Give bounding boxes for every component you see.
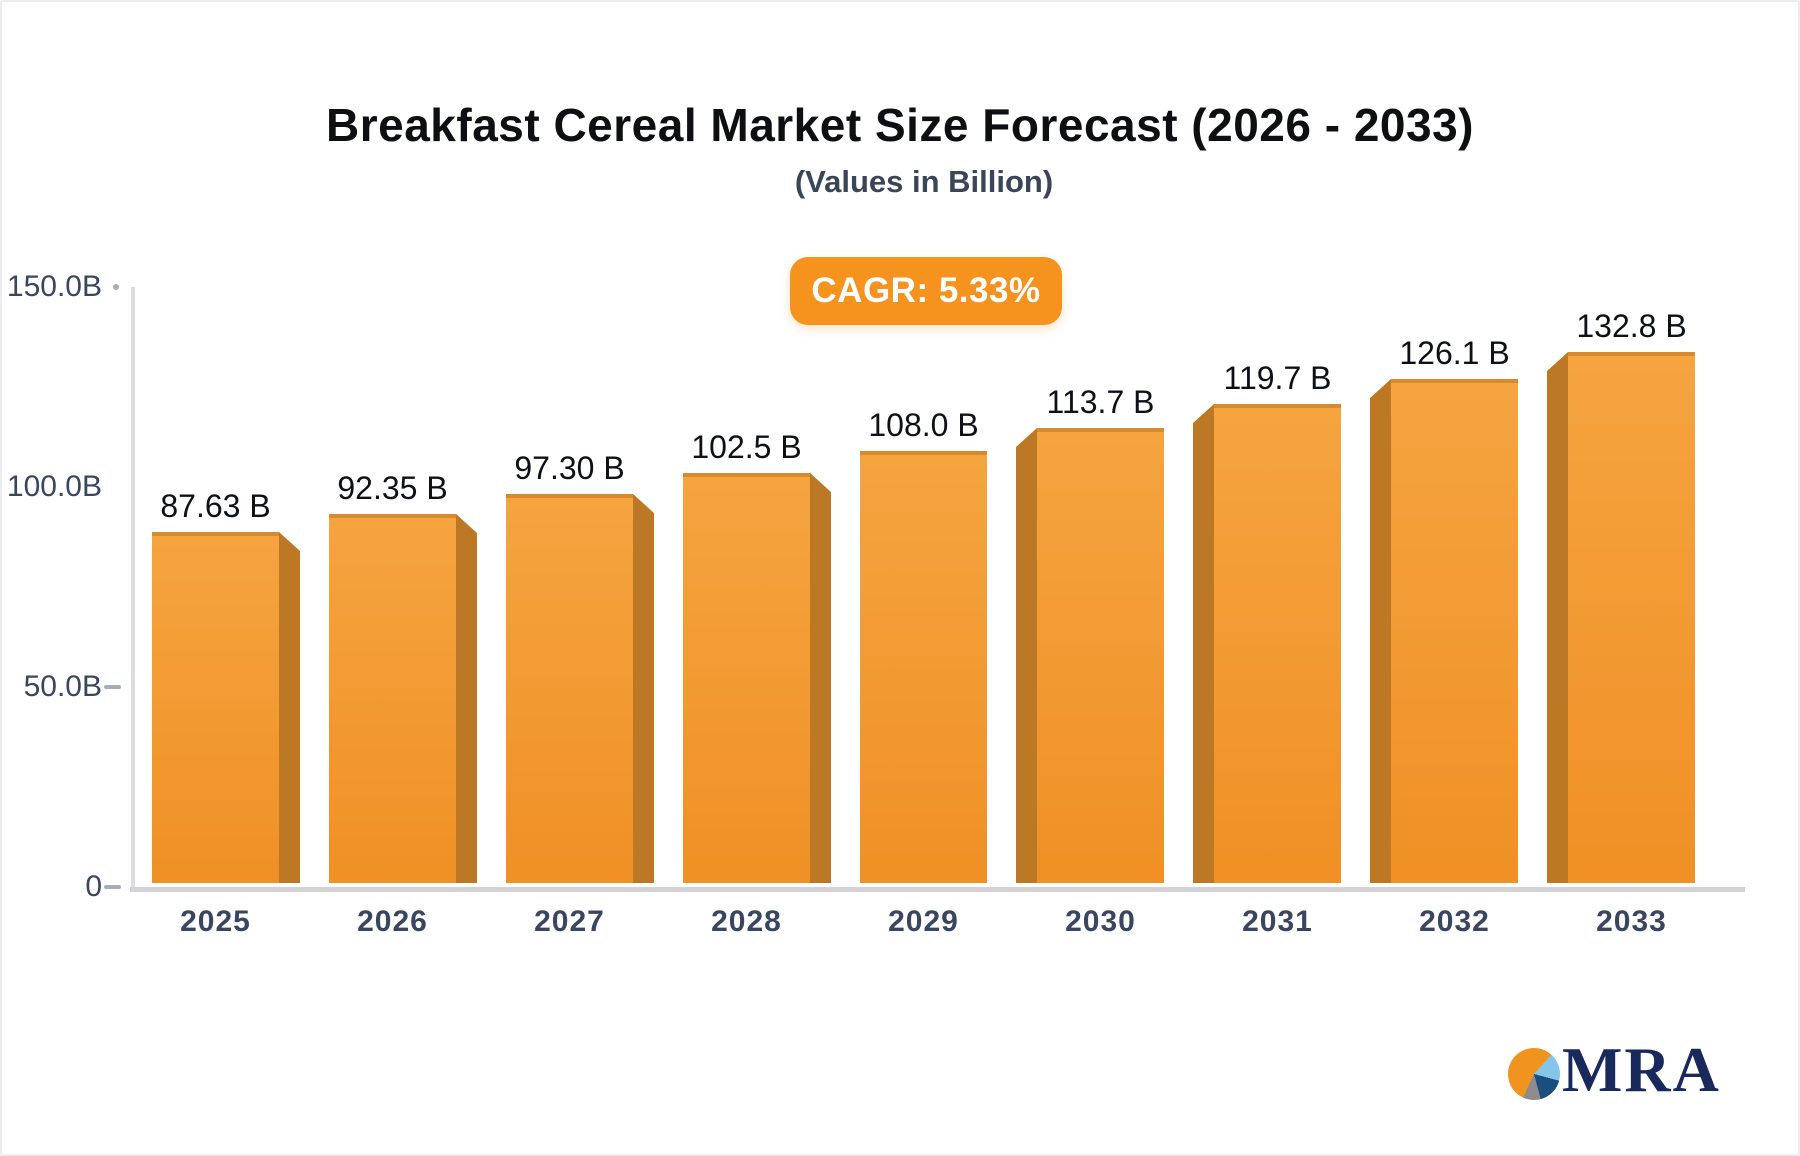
bar-value-label: 87.63 B bbox=[160, 488, 271, 524]
bar-front bbox=[152, 532, 279, 883]
mra-logo-pie-icon bbox=[1508, 1048, 1560, 1100]
bar-2030: 113.7 B bbox=[1016, 384, 1164, 883]
bar-value-label: 119.7 B bbox=[1223, 360, 1332, 396]
y-tick-mark bbox=[113, 284, 119, 290]
bar-front bbox=[1568, 352, 1695, 883]
x-axis-baseline bbox=[130, 887, 1745, 892]
x-tick-label: 2029 bbox=[888, 905, 959, 938]
x-tick-label: 2033 bbox=[1596, 905, 1667, 938]
bar-side bbox=[810, 473, 831, 883]
page-subtitle: (Values in Billion) bbox=[794, 164, 1054, 199]
y-tick-label: 150.0B bbox=[6, 270, 102, 303]
y-tick-label: 0 bbox=[85, 870, 102, 903]
y-tick-mark bbox=[104, 685, 121, 689]
bar-2027: 97.30 B bbox=[506, 450, 654, 883]
bar-side bbox=[633, 494, 654, 883]
bar-side bbox=[1193, 404, 1214, 883]
bar-side bbox=[279, 532, 300, 883]
bar-value-label: 108.0 B bbox=[868, 407, 979, 443]
x-tick-label: 2025 bbox=[180, 905, 251, 938]
x-tick-label: 2031 bbox=[1242, 905, 1313, 938]
cagr-badge-label: CAGR: 5.33% bbox=[811, 271, 1041, 310]
x-tick-label: 2032 bbox=[1419, 905, 1490, 938]
bar-side bbox=[456, 514, 477, 883]
bar-front bbox=[506, 494, 633, 883]
x-tick-label: 2028 bbox=[711, 905, 782, 938]
bar-front bbox=[1391, 379, 1518, 883]
bar-value-label: 102.5 B bbox=[691, 429, 802, 465]
bar-front bbox=[683, 473, 810, 883]
bar-value-label: 126.1 B bbox=[1399, 335, 1510, 371]
bar-value-label: 92.35 B bbox=[337, 470, 448, 506]
y-tick-label: 50.0B bbox=[23, 670, 102, 703]
y-axis-line bbox=[131, 287, 135, 887]
bar-front bbox=[860, 451, 987, 883]
x-tick-label: 2026 bbox=[357, 905, 428, 938]
x-tick-label: 2030 bbox=[1065, 905, 1136, 938]
bar-front bbox=[1037, 428, 1164, 883]
bar-2031: 119.7 B bbox=[1193, 360, 1341, 883]
bar-side bbox=[1370, 379, 1391, 883]
bar-value-label: 132.8 B bbox=[1576, 308, 1687, 344]
bar-2025: 87.63 B bbox=[152, 488, 300, 883]
x-tick-label: 2027 bbox=[534, 905, 605, 938]
bar-side bbox=[1547, 352, 1568, 883]
bar-2029: 108.0 B bbox=[860, 407, 987, 883]
bar-front bbox=[1214, 404, 1341, 883]
bar-front bbox=[329, 514, 456, 883]
mra-logo: MRA bbox=[1508, 1038, 1721, 1102]
y-tick-label: 100.0B bbox=[6, 470, 102, 503]
bar-2028: 102.5 B bbox=[683, 429, 831, 883]
bar-2026: 92.35 B bbox=[329, 470, 477, 883]
bar-value-label: 97.30 B bbox=[514, 450, 625, 486]
page-title: Breakfast Cereal Market Size Forecast (2… bbox=[326, 99, 1474, 151]
bar-2032: 126.1 B bbox=[1370, 335, 1518, 883]
bar-2033: 132.8 B bbox=[1547, 308, 1695, 883]
bar-side bbox=[1016, 428, 1037, 883]
bar-value-label: 113.7 B bbox=[1046, 384, 1155, 420]
cagr-badge: CAGR: 5.33% bbox=[790, 257, 1062, 325]
y-tick-mark bbox=[104, 885, 121, 889]
mra-logo-text: MRA bbox=[1562, 1034, 1721, 1105]
